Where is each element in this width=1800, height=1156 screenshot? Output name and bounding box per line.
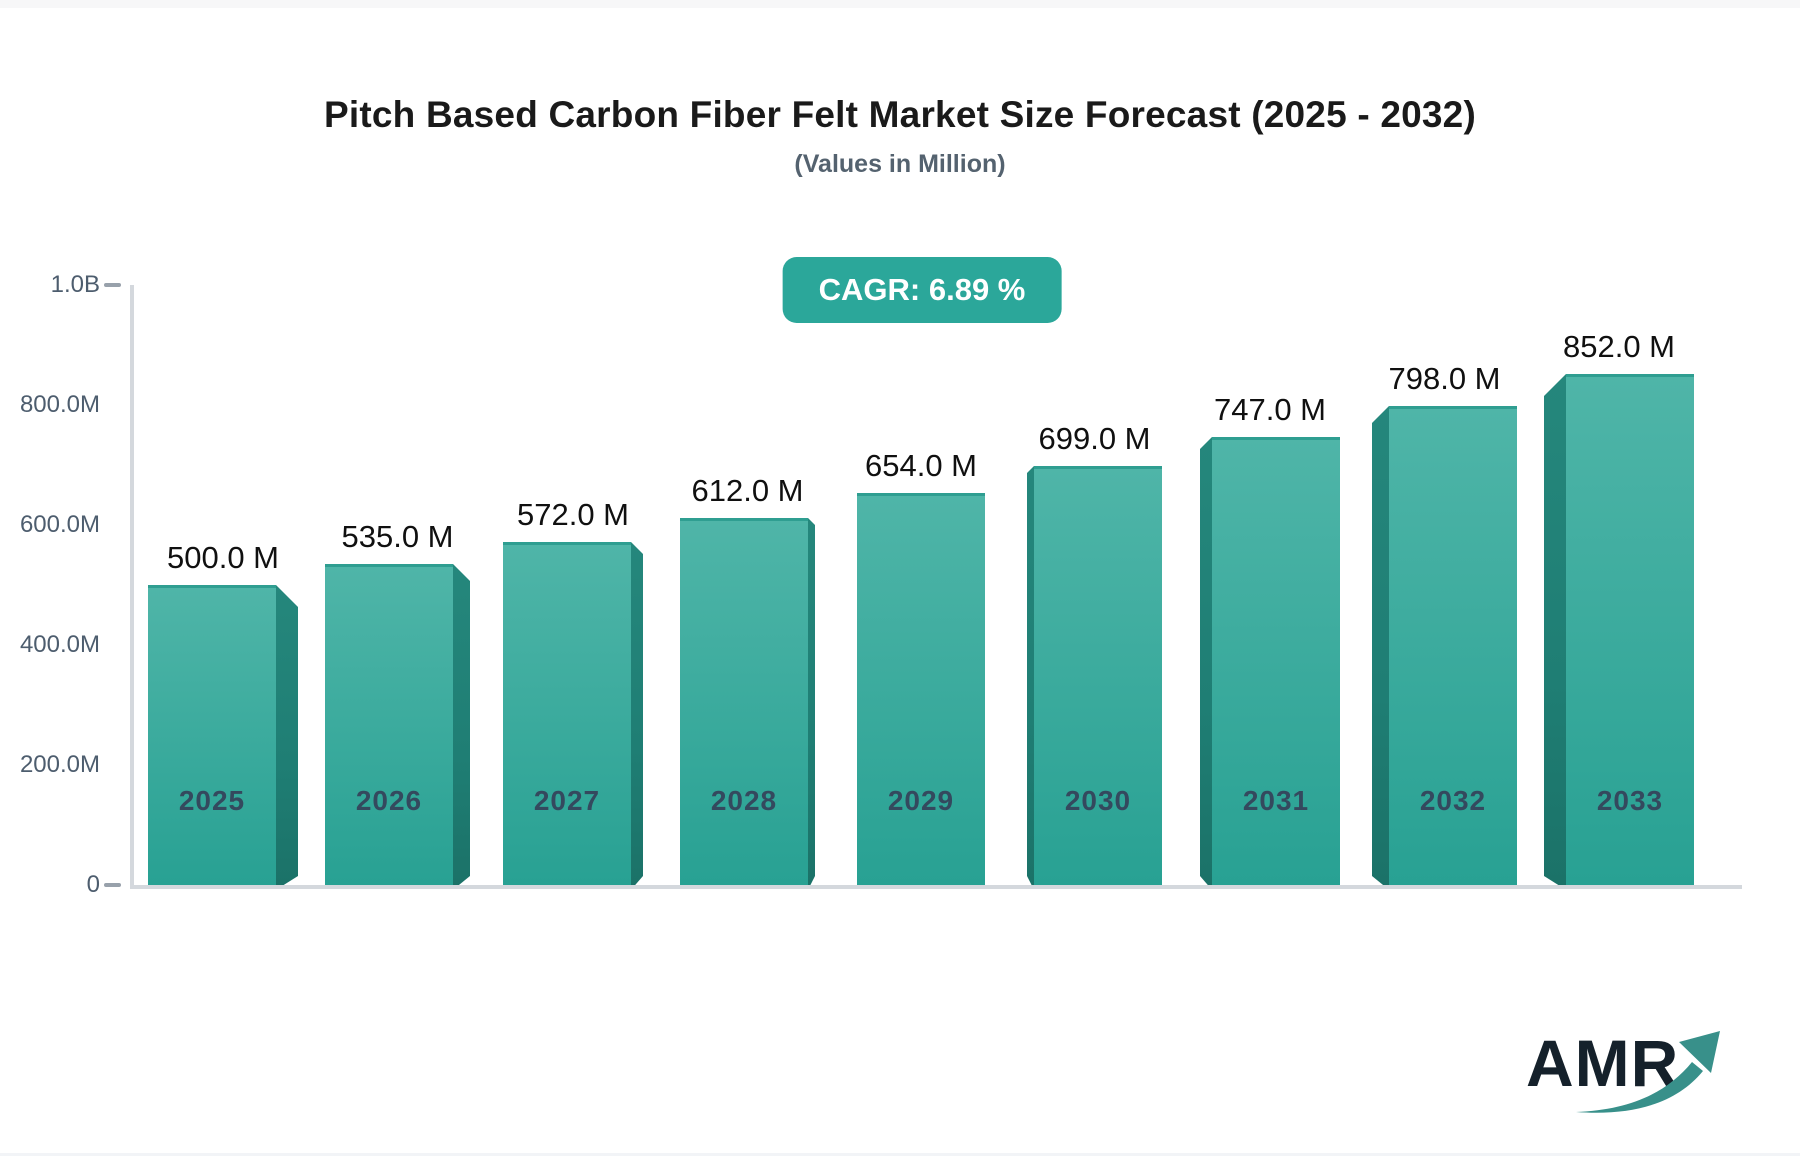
page-top-edge xyxy=(0,0,1800,8)
x-axis-label: 2031 xyxy=(1242,785,1310,816)
bar-2025 xyxy=(148,585,276,885)
x-axis-label: 2028 xyxy=(710,785,778,816)
x-axis-label: 2033 xyxy=(1596,785,1664,816)
x-axis-label: 2027 xyxy=(533,785,601,816)
x-axis-label: 2029 xyxy=(887,785,955,816)
bar-side-2032 xyxy=(1372,406,1389,885)
bar-2030 xyxy=(1034,466,1162,885)
bar-side-2030 xyxy=(1027,466,1034,885)
chart-subtitle: (Values in Million) xyxy=(794,150,1006,178)
y-tick-label: 600.0M xyxy=(19,511,100,538)
bar-value-label: 798.0 M xyxy=(1388,361,1501,396)
bar-value-label: 572.0 M xyxy=(516,497,629,532)
brand-logo: AMR xyxy=(1526,1026,1720,1113)
cagr-badge-label: CAGR: 6.89 % xyxy=(818,272,1026,307)
bar-2027 xyxy=(503,542,631,885)
bar-2033 xyxy=(1566,374,1694,885)
y-tick-label: 1.0B xyxy=(50,271,100,298)
bar-value-label: 500.0 M xyxy=(166,540,279,575)
bar-side-2026 xyxy=(453,564,470,885)
x-axis-label: 2025 xyxy=(178,785,246,816)
bar-side-2028 xyxy=(808,518,815,885)
y-tick-dash xyxy=(104,283,121,287)
bar-2026 xyxy=(325,564,453,885)
bar-2032 xyxy=(1389,406,1517,885)
x-axis-label: 2030 xyxy=(1064,785,1132,816)
bar-side-2033 xyxy=(1544,374,1566,885)
page-bottom-edge xyxy=(0,1153,1800,1156)
cagr-badge: CAGR: 6.89 % xyxy=(782,257,1062,323)
bar-2029 xyxy=(857,493,985,885)
chart-title: Pitch Based Carbon Fiber Felt Market Siz… xyxy=(324,94,1476,135)
bar-side-2031 xyxy=(1200,437,1212,885)
y-tick-dash xyxy=(104,883,121,887)
bar-value-label: 699.0 M xyxy=(1038,421,1151,456)
y-tick-label: 800.0M xyxy=(19,391,100,418)
bar-2031 xyxy=(1212,437,1340,885)
y-tick-label: 0 xyxy=(86,871,100,898)
bar-value-label: 852.0 M xyxy=(1562,329,1675,364)
bar-side-2027 xyxy=(631,542,643,885)
brand-logo-text: AMR xyxy=(1526,1026,1679,1100)
bar-value-label: 535.0 M xyxy=(341,519,454,554)
x-axis-line xyxy=(130,885,1742,889)
bar-value-label: 747.0 M xyxy=(1213,392,1326,427)
bar-side-2025 xyxy=(276,585,298,885)
bar-value-label: 612.0 M xyxy=(691,473,804,508)
y-axis-line xyxy=(130,285,134,889)
x-axis-label: 2032 xyxy=(1419,785,1487,816)
bar-value-label: 654.0 M xyxy=(864,448,977,483)
growth-arrow-icon xyxy=(1576,1031,1720,1113)
y-tick-label: 400.0M xyxy=(19,631,100,658)
y-tick-label: 200.0M xyxy=(19,751,100,778)
x-axis-label: 2026 xyxy=(355,785,423,816)
bar-2028 xyxy=(680,518,808,885)
